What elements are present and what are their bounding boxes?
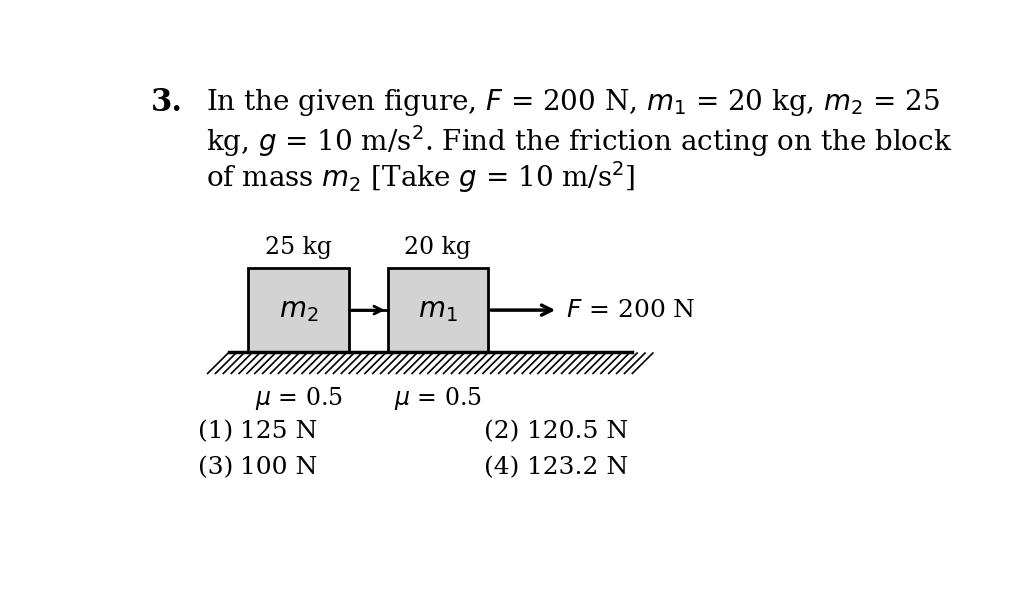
- Text: 100 N: 100 N: [241, 456, 317, 480]
- Text: $F$ = 200 N: $F$ = 200 N: [566, 299, 695, 322]
- Text: (3): (3): [198, 456, 233, 480]
- Text: $m_2$: $m_2$: [279, 296, 318, 324]
- Bar: [248, 268, 349, 352]
- Text: 20 kg: 20 kg: [404, 236, 471, 258]
- Text: 3.: 3.: [152, 87, 183, 118]
- Text: (1): (1): [198, 420, 233, 443]
- Text: $\mu$ = 0.5: $\mu$ = 0.5: [394, 385, 482, 412]
- Bar: [388, 268, 488, 352]
- Text: 125 N: 125 N: [241, 420, 317, 443]
- Text: $\mu$ = 0.5: $\mu$ = 0.5: [255, 385, 342, 412]
- Text: kg, $g$ = 10 m/s$^2$. Find the friction acting on the block: kg, $g$ = 10 m/s$^2$. Find the friction …: [206, 123, 952, 159]
- Text: 120.5 N: 120.5 N: [527, 420, 629, 443]
- Text: (4): (4): [484, 456, 520, 480]
- Text: (2): (2): [484, 420, 520, 443]
- Text: 123.2 N: 123.2 N: [527, 456, 629, 480]
- Text: of mass $m_2$ [Take $g$ = 10 m/s$^2$]: of mass $m_2$ [Take $g$ = 10 m/s$^2$]: [206, 159, 635, 195]
- Text: In the given figure, $F$ = 200 N, $m_1$ = 20 kg, $m_2$ = 25: In the given figure, $F$ = 200 N, $m_1$ …: [206, 87, 939, 118]
- Text: $m_1$: $m_1$: [418, 296, 458, 324]
- Text: 25 kg: 25 kg: [265, 236, 332, 258]
